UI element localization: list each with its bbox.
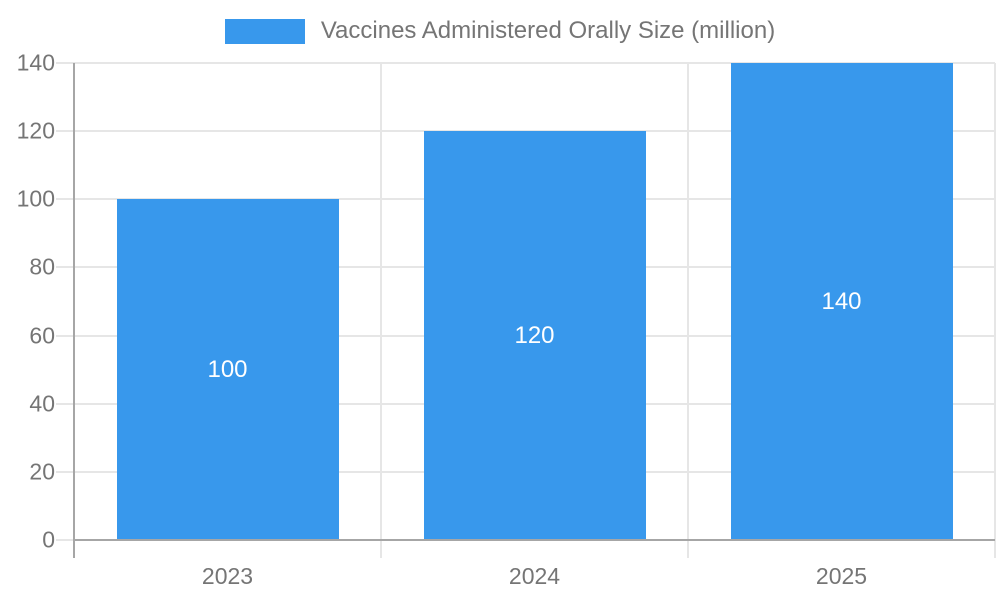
y-tick-label: 20 — [29, 458, 55, 485]
y-tick-label: 0 — [42, 526, 55, 553]
legend-label: Vaccines Administered Orally Size (milli… — [320, 17, 776, 44]
bar-value-label: 120 — [514, 321, 555, 349]
bar-value-label: 100 — [207, 355, 248, 383]
y-tick-label: 120 — [16, 117, 55, 144]
y-axis-line — [73, 63, 75, 558]
y-gridline — [56, 62, 995, 64]
x-axis-line — [74, 539, 995, 541]
bar-2024 — [423, 131, 646, 540]
x-tick-label: 2023 — [201, 563, 254, 589]
bar-2023 — [116, 199, 339, 540]
x-tick-label: 2024 — [508, 563, 561, 589]
bar-2025 — [730, 63, 953, 540]
bar-value-label: 140 — [821, 287, 862, 315]
y-tick-label: 100 — [16, 185, 55, 212]
legend: Vaccines Administered Orally Size (milli… — [0, 17, 1000, 45]
x-tick-label: 2025 — [815, 563, 868, 589]
category-gridline — [380, 63, 382, 558]
y-tick-label: 40 — [29, 390, 55, 417]
y-tick-label: 80 — [29, 253, 55, 280]
category-gridline — [687, 63, 689, 558]
y-tick-label: 60 — [29, 322, 55, 349]
legend-swatch — [224, 18, 305, 44]
y-tick-label: 140 — [16, 49, 55, 76]
plot-right-border — [994, 63, 996, 558]
